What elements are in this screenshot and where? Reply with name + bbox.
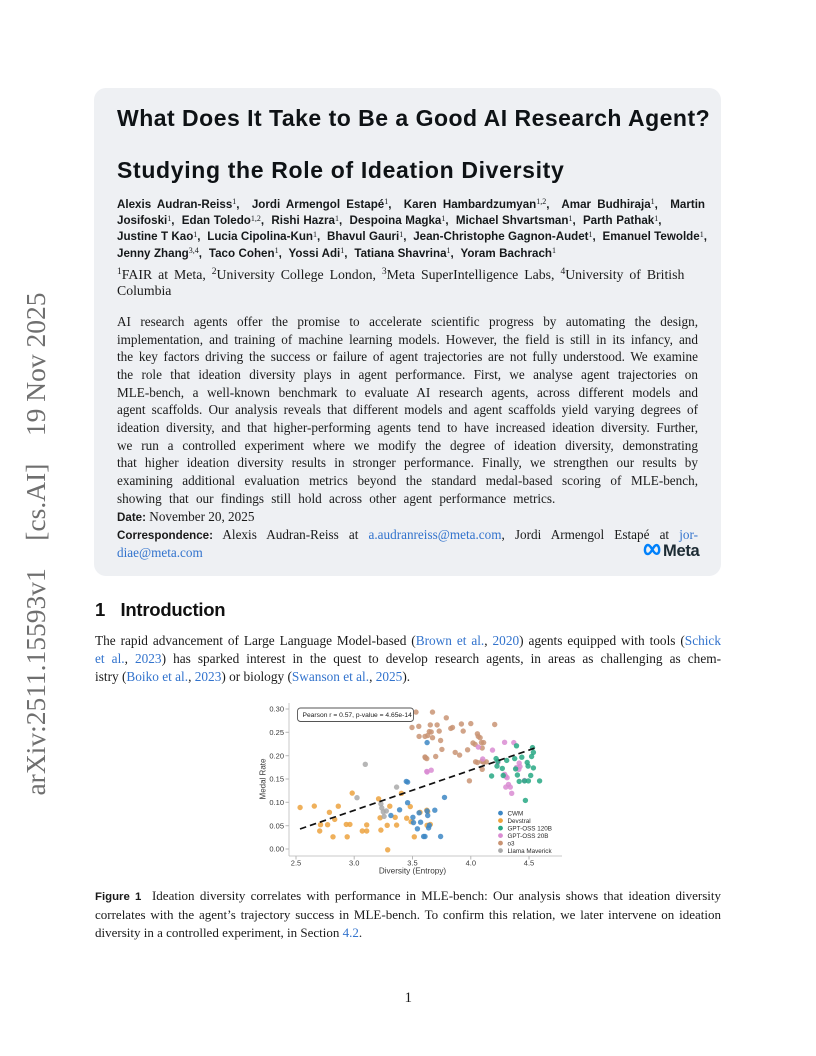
svg-text:Medal Rate: Medal Rate	[259, 758, 268, 799]
svg-text:0.15: 0.15	[269, 775, 284, 784]
svg-text:CWM: CWM	[508, 810, 524, 817]
svg-text:0.05: 0.05	[269, 821, 284, 830]
svg-text:2.5: 2.5	[291, 859, 301, 868]
svg-text:4.0: 4.0	[466, 859, 476, 868]
svg-text:3.5: 3.5	[407, 859, 417, 868]
svg-text:Diversity (Entropy): Diversity (Entropy)	[379, 867, 447, 876]
svg-text:GPT-OSS 20B: GPT-OSS 20B	[508, 833, 549, 840]
svg-text:Pearson r = 0.57, p-value = 4.: Pearson r = 0.57, p-value = 4.65e-14	[303, 712, 413, 719]
svg-text:4.5: 4.5	[524, 859, 534, 868]
svg-text:0.25: 0.25	[269, 728, 284, 737]
svg-text:o3: o3	[508, 840, 516, 847]
svg-text:0.10: 0.10	[269, 798, 284, 807]
svg-text:0.20: 0.20	[269, 751, 284, 760]
svg-text:GPT-OSS 120B: GPT-OSS 120B	[508, 825, 552, 832]
svg-text:Devstral: Devstral	[508, 818, 531, 825]
svg-text:Llama Maverick: Llama Maverick	[508, 848, 553, 855]
svg-text:0.30: 0.30	[269, 705, 284, 714]
svg-text:0.00: 0.00	[269, 845, 284, 854]
svg-text:3.0: 3.0	[349, 859, 359, 868]
